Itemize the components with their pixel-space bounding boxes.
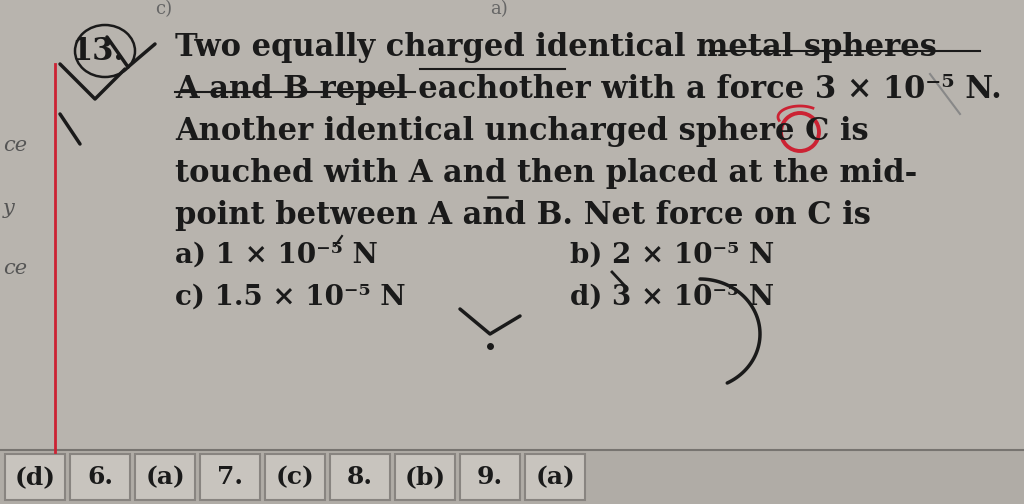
FancyBboxPatch shape [135, 454, 195, 500]
Text: 7.: 7. [217, 465, 243, 489]
Text: 8.: 8. [347, 465, 373, 489]
Text: (c): (c) [275, 465, 314, 489]
Text: (d): (d) [14, 465, 55, 489]
Text: Two equally charged identical metal spheres: Two equally charged identical metal sphe… [175, 32, 937, 63]
Text: (b): (b) [404, 465, 445, 489]
FancyBboxPatch shape [330, 454, 390, 500]
Text: a) 1 × 10⁻⁵ N: a) 1 × 10⁻⁵ N [175, 242, 378, 269]
FancyBboxPatch shape [265, 454, 325, 500]
Text: 9.: 9. [477, 465, 503, 489]
Text: (a): (a) [145, 465, 185, 489]
FancyBboxPatch shape [395, 454, 455, 500]
FancyBboxPatch shape [5, 454, 65, 500]
Text: y: y [3, 199, 14, 218]
Text: 13.: 13. [72, 36, 125, 67]
Text: point between A and B. Net force on C is: point between A and B. Net force on C is [175, 200, 870, 231]
Text: d) 3 × 10⁻⁵ N: d) 3 × 10⁻⁵ N [570, 284, 774, 311]
Text: a): a) [490, 0, 508, 18]
Text: ce: ce [3, 259, 27, 278]
FancyBboxPatch shape [525, 454, 585, 500]
Text: 6.: 6. [87, 465, 113, 489]
Text: (a): (a) [536, 465, 574, 489]
Text: ce: ce [3, 136, 27, 155]
FancyBboxPatch shape [70, 454, 130, 500]
Text: touched with A and then placed at the mid-: touched with A and then placed at the mi… [175, 158, 918, 189]
FancyBboxPatch shape [200, 454, 260, 500]
Text: Another identical uncharged sphere C is: Another identical uncharged sphere C is [175, 116, 868, 147]
Text: A and B repel eachother with a force 3 × 10⁻⁵ N.: A and B repel eachother with a force 3 ×… [175, 74, 1001, 105]
FancyBboxPatch shape [0, 450, 1024, 504]
Text: b) 2 × 10⁻⁵ N: b) 2 × 10⁻⁵ N [570, 242, 774, 269]
Text: c): c) [155, 0, 172, 18]
FancyBboxPatch shape [460, 454, 520, 500]
Text: c) 1.5 × 10⁻⁵ N: c) 1.5 × 10⁻⁵ N [175, 284, 406, 311]
